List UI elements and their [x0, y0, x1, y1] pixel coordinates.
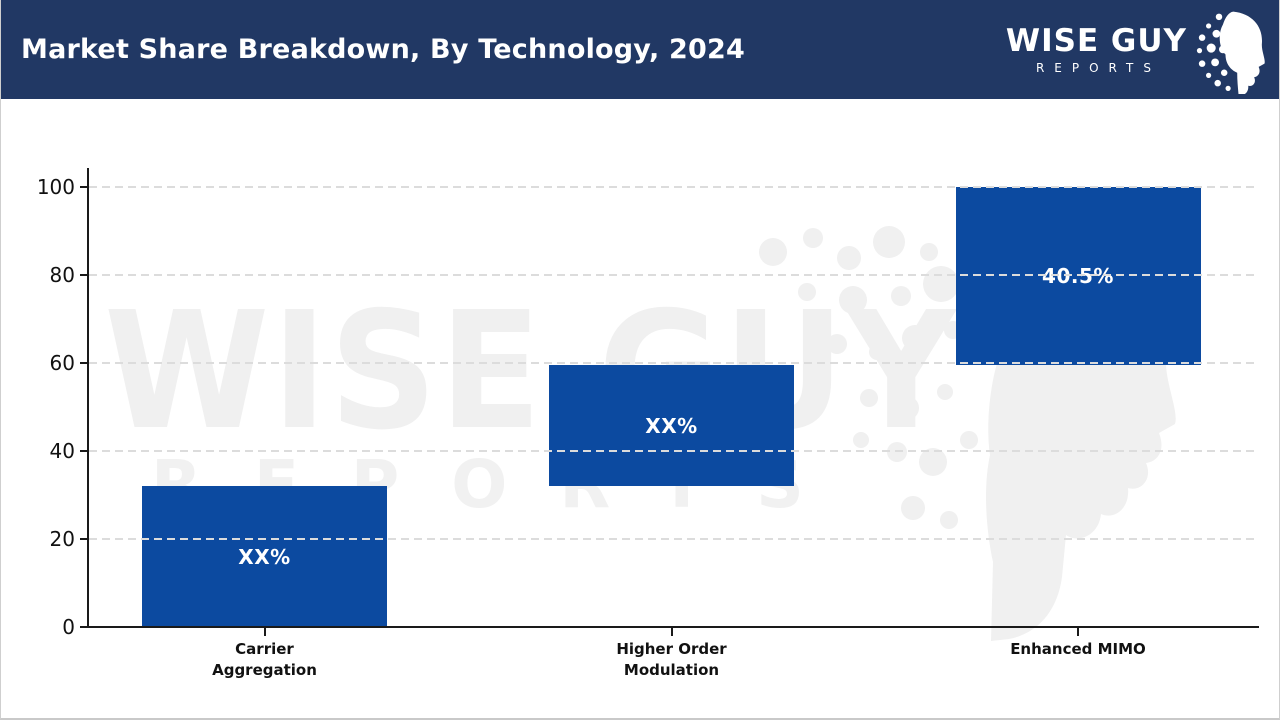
watermark-dot	[837, 246, 861, 270]
watermark-dot	[873, 226, 905, 258]
gridline-y20	[89, 538, 1257, 540]
x-tick-label-line: Higher Order	[616, 640, 727, 658]
logo-text: WISE GUY REPORTS	[1005, 22, 1187, 75]
watermark-dot	[887, 442, 907, 462]
y-tick-label: 0	[62, 615, 75, 639]
watermark-dot	[860, 389, 878, 407]
x-tick-label-carrier-aggregation: Carrier Aggregation	[105, 639, 425, 681]
bar-value-label: XX%	[645, 413, 698, 438]
y-tick-label: 100	[36, 175, 75, 199]
bar-value-label: 40.5%	[1042, 264, 1114, 289]
watermark-text: WISE GUY	[104, 278, 958, 466]
wiseguy-logo: WISE GUY REPORTS	[1006, 0, 1271, 99]
watermark-dot	[759, 238, 787, 266]
y-tick-mark	[80, 186, 88, 188]
y-tick-label: 80	[49, 263, 75, 287]
x-tick-label-enhanced-mimo: Enhanced MIMO	[918, 639, 1238, 660]
x-tick-label-line: Carrier	[235, 640, 294, 658]
watermark-dot	[960, 431, 978, 449]
bar-higher-order-modulation: XX%	[549, 365, 794, 487]
x-tick-mark	[670, 628, 673, 636]
x-tick-mark	[263, 628, 266, 636]
logo-face-icon	[1196, 11, 1265, 94]
watermark-dot	[901, 496, 925, 520]
watermark-dot	[895, 396, 919, 420]
header-bar: Market Share Breakdown, By Technology, 2…	[1, 0, 1279, 99]
x-tick-label-higher-order-modulation: Higher Order Modulation	[512, 639, 832, 681]
watermark-dot	[937, 384, 953, 400]
watermark-dot	[827, 334, 847, 354]
y-tick-mark	[80, 362, 88, 364]
watermark-dot	[902, 325, 928, 351]
x-tick-label-line: Modulation	[623, 661, 720, 679]
logo-name: WISE GUY	[1005, 22, 1187, 59]
gridline-y80	[89, 274, 1257, 276]
y-tick-mark	[80, 626, 88, 628]
watermark-dot	[839, 286, 867, 314]
watermark-dot	[891, 286, 911, 306]
x-tick-mark	[1077, 628, 1079, 636]
watermark-dot	[803, 228, 823, 248]
watermark-dot	[869, 344, 885, 360]
gridline-y40	[89, 450, 1257, 452]
watermark-dot	[798, 283, 816, 301]
bar-carrier-aggregation: XX%	[142, 486, 387, 627]
x-axis-spine	[87, 626, 1259, 628]
x-tick-label-line: Aggregation	[212, 661, 317, 679]
y-tick-mark	[80, 538, 88, 540]
bar-value-label: XX%	[238, 544, 291, 569]
watermark-dot	[923, 266, 959, 302]
y-axis-spine	[87, 168, 89, 628]
y-tick-mark	[80, 450, 88, 452]
watermark-dot	[919, 448, 947, 476]
bar-enhanced-mimo: 40.5%	[955, 187, 1201, 366]
y-tick-mark	[80, 274, 88, 276]
watermark-dot	[853, 432, 869, 448]
logo-tagline: REPORTS	[1035, 60, 1161, 75]
watermark-dot	[940, 511, 958, 529]
watermark-dot	[920, 243, 938, 261]
page-title: Market Share Breakdown, By Technology, 2…	[21, 34, 746, 65]
y-tick-label: 40	[49, 439, 75, 463]
gridline-y100	[89, 186, 1257, 188]
y-tick-label: 20	[49, 527, 75, 551]
gridline-y60	[89, 362, 1257, 364]
watermark-dot	[814, 383, 828, 397]
y-tick-label: 60	[49, 351, 75, 375]
x-tick-label-line: Enhanced MIMO	[1010, 640, 1146, 658]
